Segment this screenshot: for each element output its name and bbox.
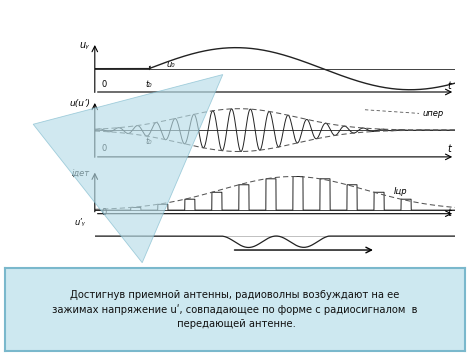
Text: t: t: [448, 81, 452, 91]
Text: u₀: u₀: [166, 60, 175, 69]
Text: t₀: t₀: [146, 80, 152, 89]
Text: 0: 0: [101, 208, 107, 217]
Text: uпер: uпер: [423, 109, 444, 118]
Text: uᵧ: uᵧ: [79, 40, 89, 50]
Text: 0: 0: [101, 144, 107, 153]
Text: iдет: iдет: [71, 169, 90, 178]
Text: t: t: [448, 144, 452, 154]
Text: t₀: t₀: [146, 137, 152, 146]
Text: uʹᵧ: uʹᵧ: [75, 218, 86, 226]
Polygon shape: [33, 75, 223, 263]
Text: Iцр: Iцр: [394, 187, 408, 196]
Text: 0: 0: [101, 80, 107, 89]
Text: Достигнув приемной антенны, радиоволны возбуждают на ее
зажимах напряжение uʹ, с: Достигнув приемной антенны, радиоволны в…: [52, 290, 418, 329]
Text: u(uʹ): u(uʹ): [70, 99, 91, 108]
Text: t: t: [448, 208, 452, 218]
